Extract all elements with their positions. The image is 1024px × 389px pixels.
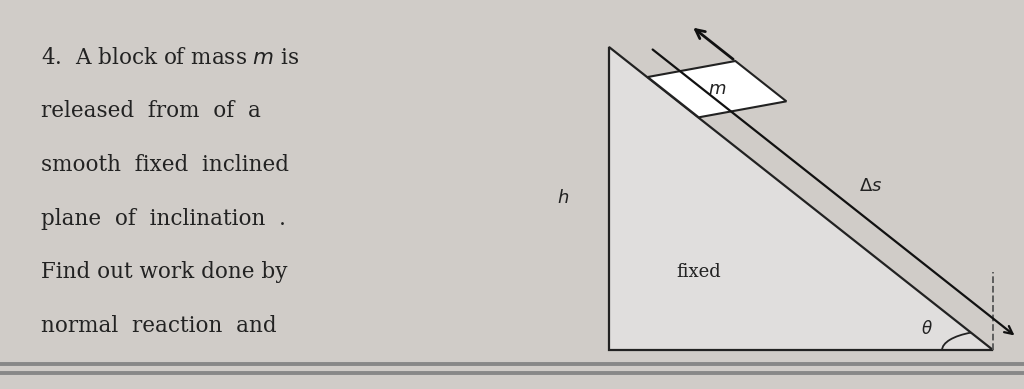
Text: $m$: $m$: [708, 80, 726, 98]
Text: 4.  A block of mass $m$ is: 4. A block of mass $m$ is: [41, 47, 299, 69]
Text: fixed: fixed: [676, 263, 721, 281]
Text: Find out work done by: Find out work done by: [41, 261, 288, 284]
Text: released  from  of  a: released from of a: [41, 100, 261, 123]
Polygon shape: [647, 61, 786, 117]
Text: $h$: $h$: [557, 189, 569, 207]
Text: plane  of  inclination  .: plane of inclination .: [41, 208, 286, 230]
Text: $\theta$: $\theta$: [921, 320, 933, 338]
Text: smooth  fixed  inclined: smooth fixed inclined: [41, 154, 289, 176]
Polygon shape: [609, 47, 993, 350]
Text: $\Delta s$: $\Delta s$: [859, 177, 882, 195]
Text: normal  reaction  and: normal reaction and: [41, 315, 276, 337]
